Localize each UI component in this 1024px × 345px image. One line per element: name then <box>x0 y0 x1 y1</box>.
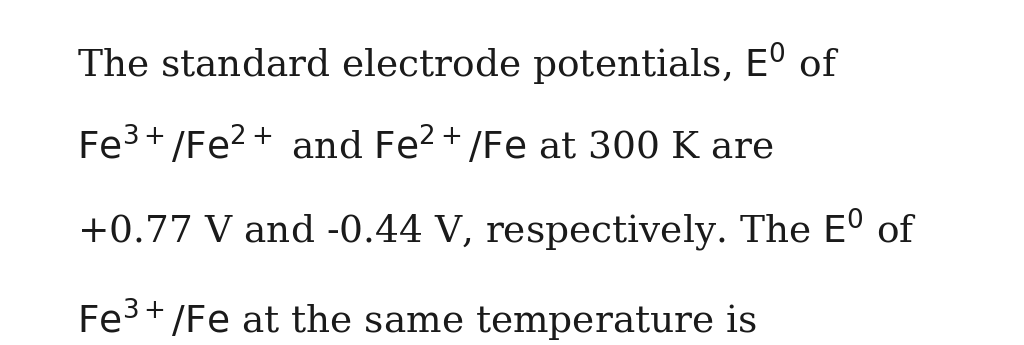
Text: $\mathrm{Fe^{3+}/Fe}$ at the same temperature is: $\mathrm{Fe^{3+}/Fe}$ at the same temper… <box>77 297 757 344</box>
Text: The standard electrode potentials, $\mathrm{E^0}$ of: The standard electrode potentials, $\mat… <box>77 41 839 89</box>
Text: $\mathrm{Fe^{3+}/Fe^{2+}}$ and $\mathrm{Fe^{2+}/Fe}$ at 300 K are: $\mathrm{Fe^{3+}/Fe^{2+}}$ and $\mathrm{… <box>77 124 773 167</box>
Text: +0.77 V and -0.44 V, respectively. The $\mathrm{E^0}$ of: +0.77 V and -0.44 V, respectively. The $… <box>77 207 916 254</box>
